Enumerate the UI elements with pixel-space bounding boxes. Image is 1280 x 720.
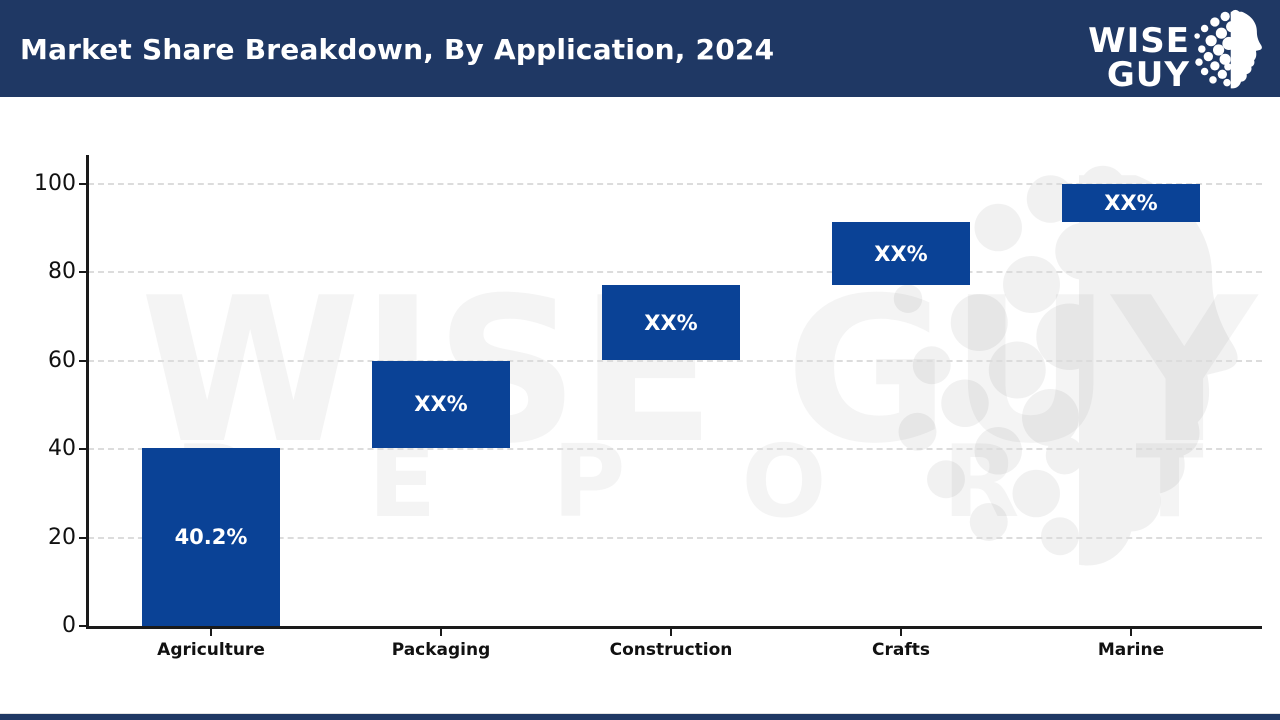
grid-line: [88, 359, 1262, 362]
bar-value-label: XX%: [414, 392, 468, 417]
dotted-head-icon: [1194, 9, 1262, 89]
bar-segment: 40.2%: [142, 448, 280, 626]
x-tick-mark: [440, 629, 442, 636]
logo-wordmark: WISE GUY: [1088, 21, 1190, 95]
y-tick-mark: [79, 271, 86, 273]
y-tick-mark: [79, 448, 86, 450]
x-tick-mark: [210, 629, 212, 636]
x-tick-label: Crafts: [872, 640, 930, 660]
y-tick-mark: [79, 359, 86, 362]
grid-line: [88, 536, 1262, 539]
bar-segment: XX%: [602, 285, 740, 361]
y-axis-spine: [86, 155, 89, 629]
bar-segment: XX%: [1062, 183, 1200, 222]
chart-title: Market Share Breakdown, By Application, …: [20, 33, 775, 66]
x-tick-label: Construction: [609, 640, 733, 660]
bar-value-label: XX%: [1104, 190, 1158, 215]
plot-area: 0 20 40 60 80 100 40.2% Agriculture XX% Packaging…: [0, 97, 1280, 713]
x-tick-label: Marine: [1097, 640, 1165, 660]
logo-subtitle: REPORTS: [1071, 95, 1190, 109]
y-tick-label: 0: [62, 613, 76, 638]
y-tick-mark: [79, 182, 86, 185]
y-tick-label: 100: [34, 170, 76, 196]
bar-segment: XX%: [372, 360, 510, 449]
y-tick-label: 60: [48, 347, 76, 373]
grid-line: [88, 182, 1262, 185]
grid-line: [88, 448, 1262, 450]
x-tick-mark: [900, 629, 902, 636]
y-tick-label: 80: [48, 259, 76, 284]
bar-value-label: 40.2%: [174, 525, 248, 550]
x-tick-label: Packaging: [391, 640, 491, 660]
y-tick-mark: [79, 536, 86, 539]
footer-divider: [0, 713, 1280, 714]
logo-text: WISE GUY REPORTS: [1028, 24, 1190, 109]
y-tick-mark: [79, 625, 86, 627]
x-tick-mark: [670, 629, 672, 636]
x-axis-spine: [86, 626, 1262, 629]
wise-guy-reports-logo: WISE GUY REPORTS: [1028, 6, 1268, 109]
footer-bar: [0, 714, 1280, 720]
bar-segment: XX%: [832, 221, 970, 286]
bar-value-label: XX%: [644, 310, 698, 335]
bar-value-label: XX%: [874, 241, 928, 266]
x-tick-label: Agriculture: [157, 640, 265, 660]
grid-line: [88, 271, 1262, 273]
y-tick-label: 20: [48, 524, 76, 550]
x-tick-mark: [1130, 629, 1132, 636]
header-band: Market Share Breakdown, By Application, …: [0, 0, 1280, 109]
y-tick-label: 40: [48, 436, 76, 461]
